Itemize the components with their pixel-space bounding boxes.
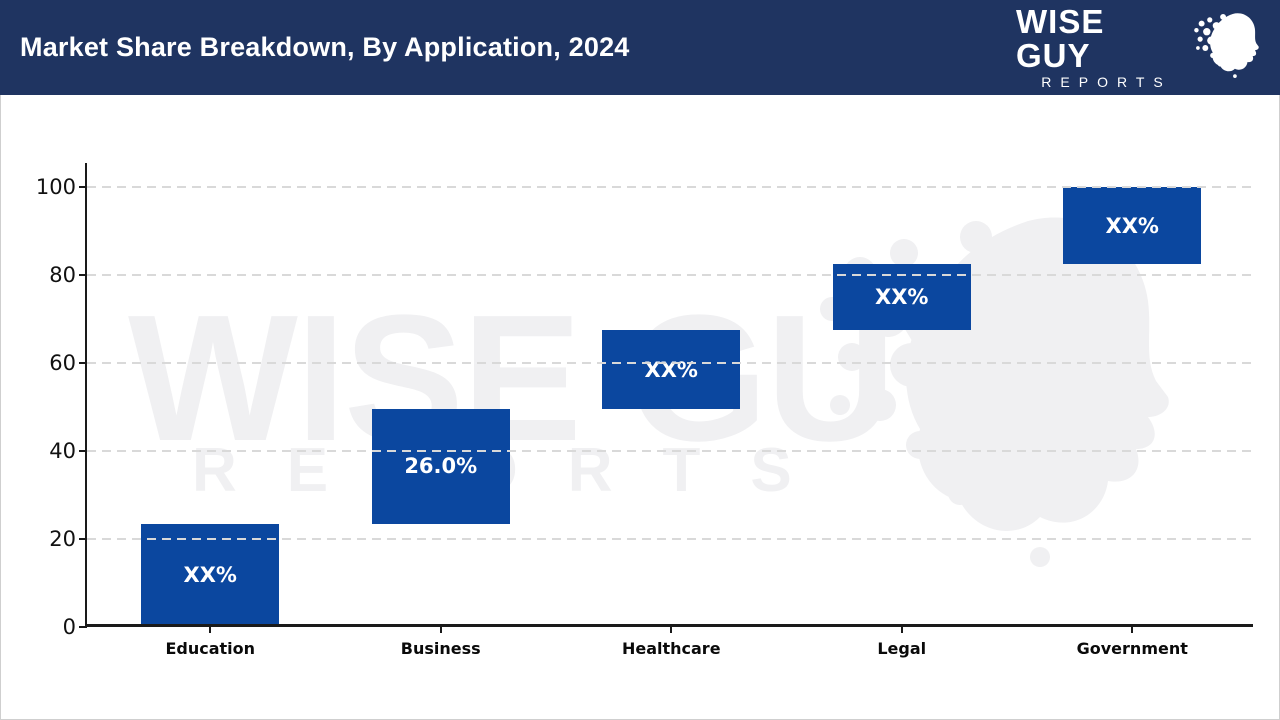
page-title: Market Share Breakdown, By Application, …	[20, 32, 630, 62]
logo-wordmark: WISE GUY REPORTS	[1016, 5, 1188, 91]
watermark-head-icon	[820, 217, 1169, 567]
watermark-subtitle: REPORTS	[192, 436, 842, 505]
wise-guy-logo: WISE GUY REPORTS	[1016, 5, 1266, 91]
header: Market Share Breakdown, By Application, …	[0, 0, 1280, 95]
chart-area: WISE GUY REPORTS	[0, 95, 1280, 717]
wise-guy-head-icon	[1194, 13, 1259, 78]
logo-name: WISE GUY	[1016, 3, 1105, 74]
logo-subtitle: REPORTS	[1041, 74, 1172, 90]
